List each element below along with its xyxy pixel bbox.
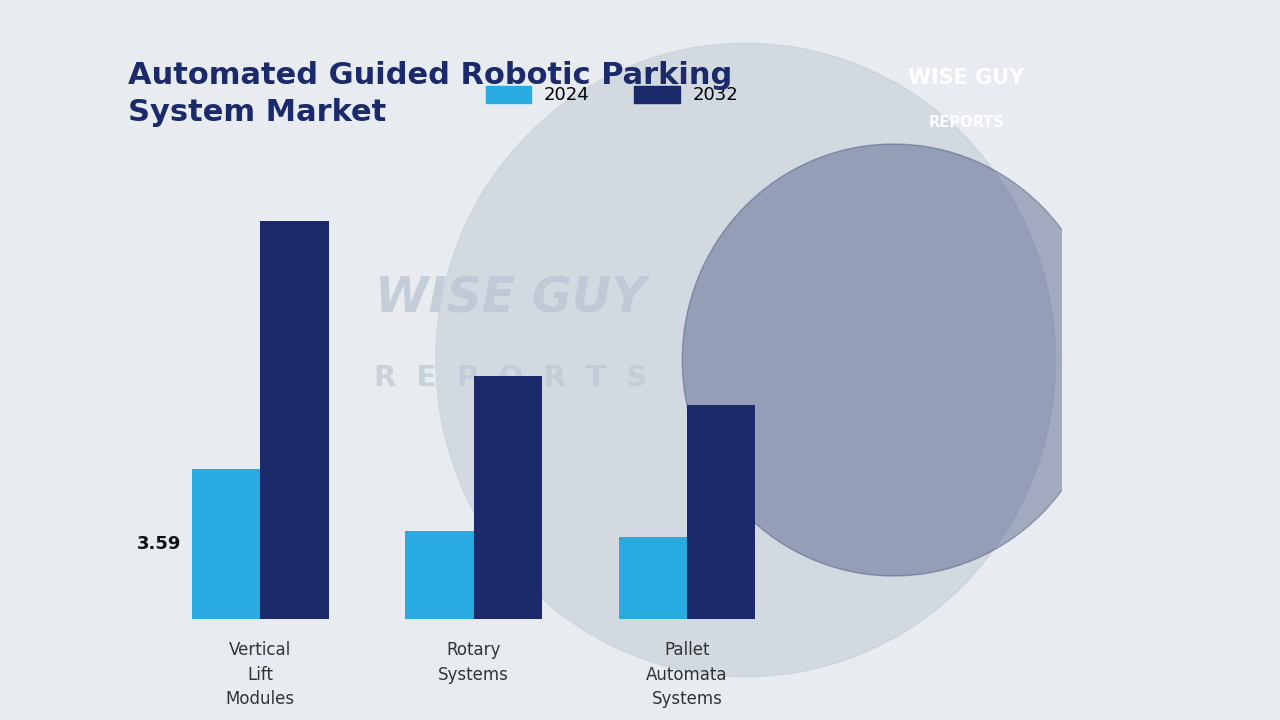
Circle shape <box>682 144 1105 576</box>
Bar <box>618 537 687 619</box>
Bar <box>192 469 260 619</box>
Bar <box>406 531 474 619</box>
Text: WISE GUY: WISE GUY <box>909 68 1024 89</box>
Text: R  E  P  O  R  T  S: R E P O R T S <box>374 364 648 392</box>
Text: REPORTS: REPORTS <box>928 115 1005 130</box>
Text: Automated Guided Robotic Parking
System Market: Automated Guided Robotic Parking System … <box>128 61 732 127</box>
Legend: 2024, 2032: 2024, 2032 <box>479 78 745 112</box>
Bar <box>260 221 329 619</box>
Text: WISE GUY: WISE GUY <box>375 274 646 323</box>
Bar <box>687 405 755 619</box>
Text: 3.59: 3.59 <box>137 535 182 553</box>
Bar <box>474 376 541 619</box>
Circle shape <box>436 43 1056 677</box>
